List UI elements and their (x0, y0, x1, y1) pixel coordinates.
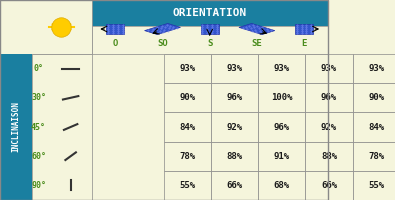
FancyBboxPatch shape (92, 26, 328, 54)
FancyBboxPatch shape (211, 171, 258, 200)
FancyBboxPatch shape (164, 142, 211, 171)
Text: 93%: 93% (227, 64, 243, 73)
FancyBboxPatch shape (305, 171, 353, 200)
Text: 66%: 66% (321, 181, 337, 190)
FancyBboxPatch shape (211, 54, 258, 83)
Text: 0°: 0° (34, 64, 43, 73)
Text: 90%: 90% (368, 93, 384, 102)
Text: 93%: 93% (321, 64, 337, 73)
Text: 96%: 96% (274, 122, 290, 132)
FancyBboxPatch shape (258, 54, 305, 83)
FancyBboxPatch shape (211, 112, 258, 142)
Text: 91%: 91% (274, 152, 290, 161)
Text: 30°: 30° (31, 93, 46, 102)
Text: ORIENTATION: ORIENTATION (173, 8, 247, 18)
Text: 55%: 55% (368, 181, 384, 190)
FancyBboxPatch shape (32, 54, 92, 200)
Text: INCLINAISON: INCLINAISON (11, 102, 21, 152)
FancyBboxPatch shape (164, 171, 211, 200)
Text: 78%: 78% (368, 152, 384, 161)
Polygon shape (145, 23, 181, 35)
FancyBboxPatch shape (305, 112, 353, 142)
FancyBboxPatch shape (258, 83, 305, 112)
Text: SE: SE (252, 40, 262, 48)
Text: O: O (113, 40, 118, 48)
Text: 45°: 45° (31, 122, 46, 132)
Text: 68%: 68% (274, 181, 290, 190)
FancyBboxPatch shape (353, 112, 395, 142)
FancyBboxPatch shape (305, 142, 353, 171)
Text: 84%: 84% (368, 122, 384, 132)
FancyBboxPatch shape (0, 54, 32, 200)
FancyBboxPatch shape (164, 83, 211, 112)
Text: 88%: 88% (321, 152, 337, 161)
Polygon shape (106, 24, 124, 34)
Text: 93%: 93% (368, 64, 384, 73)
FancyBboxPatch shape (258, 112, 305, 142)
FancyBboxPatch shape (353, 142, 395, 171)
Polygon shape (201, 24, 219, 34)
Polygon shape (239, 23, 275, 35)
Text: 90%: 90% (179, 93, 196, 102)
FancyBboxPatch shape (0, 0, 92, 54)
FancyBboxPatch shape (211, 142, 258, 171)
Text: 96%: 96% (321, 93, 337, 102)
FancyBboxPatch shape (211, 83, 258, 112)
Text: 88%: 88% (227, 152, 243, 161)
Text: 55%: 55% (179, 181, 196, 190)
Text: 84%: 84% (179, 122, 196, 132)
Text: 92%: 92% (227, 122, 243, 132)
Text: 60°: 60° (31, 152, 46, 161)
Text: 93%: 93% (274, 64, 290, 73)
Text: 92%: 92% (321, 122, 337, 132)
Text: 100%: 100% (271, 93, 293, 102)
FancyBboxPatch shape (258, 142, 305, 171)
FancyBboxPatch shape (353, 54, 395, 83)
Text: 90°: 90° (31, 181, 46, 190)
Text: S: S (207, 40, 213, 48)
Text: 93%: 93% (179, 64, 196, 73)
FancyBboxPatch shape (92, 0, 328, 26)
FancyBboxPatch shape (164, 54, 211, 83)
FancyBboxPatch shape (164, 112, 211, 142)
FancyBboxPatch shape (258, 171, 305, 200)
FancyBboxPatch shape (353, 171, 395, 200)
Text: 78%: 78% (179, 152, 196, 161)
Text: 66%: 66% (227, 181, 243, 190)
FancyBboxPatch shape (305, 83, 353, 112)
FancyBboxPatch shape (305, 54, 353, 83)
Text: SO: SO (157, 40, 168, 48)
Text: 96%: 96% (227, 93, 243, 102)
FancyBboxPatch shape (353, 83, 395, 112)
Text: E: E (301, 40, 307, 48)
Polygon shape (295, 24, 313, 34)
